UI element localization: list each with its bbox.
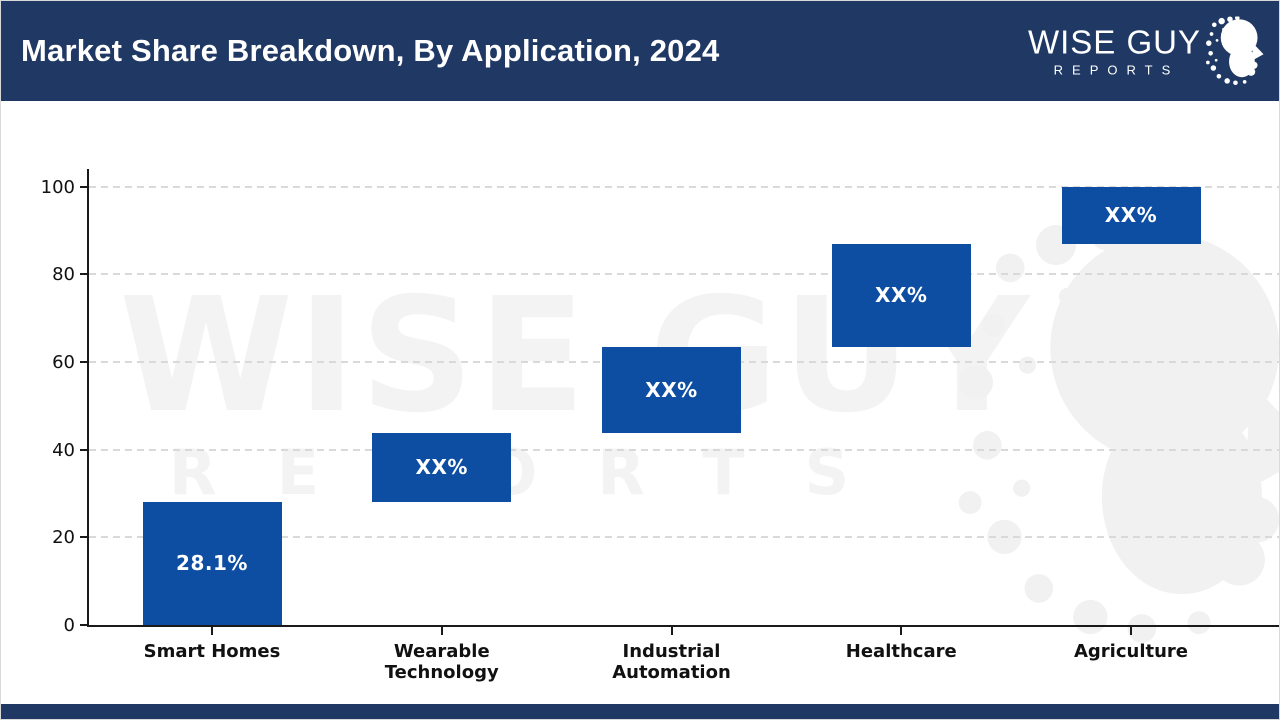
waterfall-bar: 28.1%: [142, 501, 282, 625]
bar-value-label: XX%: [1104, 203, 1158, 227]
waterfall-bar: XX%: [831, 243, 971, 347]
brand-name: WISE GUY: [1027, 23, 1201, 60]
category-label: Wearable Technology: [384, 641, 499, 684]
watermark-face-icon: [958, 210, 1279, 643]
gridline: [89, 273, 1279, 276]
y-axis-tick-label: 80: [52, 264, 75, 286]
gridline: [89, 185, 1279, 188]
header-bar: Market Share Breakdown, By Application, …: [1, 1, 1279, 101]
y-tick-mark: [80, 536, 88, 539]
y-tick-mark: [80, 448, 88, 451]
x-tick-mark: [440, 627, 443, 635]
bar-value-label: XX%: [415, 455, 468, 480]
y-axis-tick-label: 100: [40, 176, 75, 198]
bar-value-label: 28.1%: [176, 551, 248, 576]
bar-value-label: XX%: [875, 283, 928, 308]
y-tick-mark: [80, 185, 88, 188]
waterfall-bar: XX%: [1061, 186, 1201, 244]
category-label: Smart Homes: [143, 641, 281, 662]
waterfall-bar: XX%: [602, 346, 741, 433]
brand-logo: WISE GUY REPORTS: [1028, 16, 1265, 86]
y-axis-tick-label: 20: [52, 527, 75, 549]
y-axis-tick-label: 40: [52, 439, 75, 461]
y-axis-tick-label: 60: [52, 351, 75, 373]
wiseguy-face-icon: [1206, 16, 1264, 86]
waterfall-bar: XX%: [372, 432, 512, 502]
watermark-text-secondary: REPORTS: [169, 436, 910, 509]
y-axis-spine: [87, 169, 89, 627]
bar-value-label: XX%: [645, 377, 698, 402]
page-title: Market Share Breakdown, By Application, …: [21, 33, 720, 68]
brand-subname: REPORTS: [1053, 62, 1180, 77]
brand-logo-text: WISE GUY REPORTS: [1028, 25, 1201, 77]
gridline: [89, 448, 1279, 451]
x-tick-mark: [670, 627, 673, 635]
category-label: Healthcare: [845, 641, 957, 662]
category-label: Industrial Automation: [612, 641, 731, 684]
y-axis-tick-label: 0: [63, 615, 75, 636]
y-tick-mark: [80, 360, 88, 363]
footer-bar: [1, 704, 1279, 719]
x-axis-spine: [87, 625, 1279, 627]
x-tick-mark: [900, 627, 903, 635]
y-tick-mark: [80, 624, 88, 626]
gridline: [89, 536, 1279, 539]
x-tick-mark: [1130, 627, 1132, 635]
category-label: Agriculture: [1073, 641, 1189, 662]
x-tick-mark: [211, 627, 213, 635]
y-tick-mark: [80, 273, 88, 276]
